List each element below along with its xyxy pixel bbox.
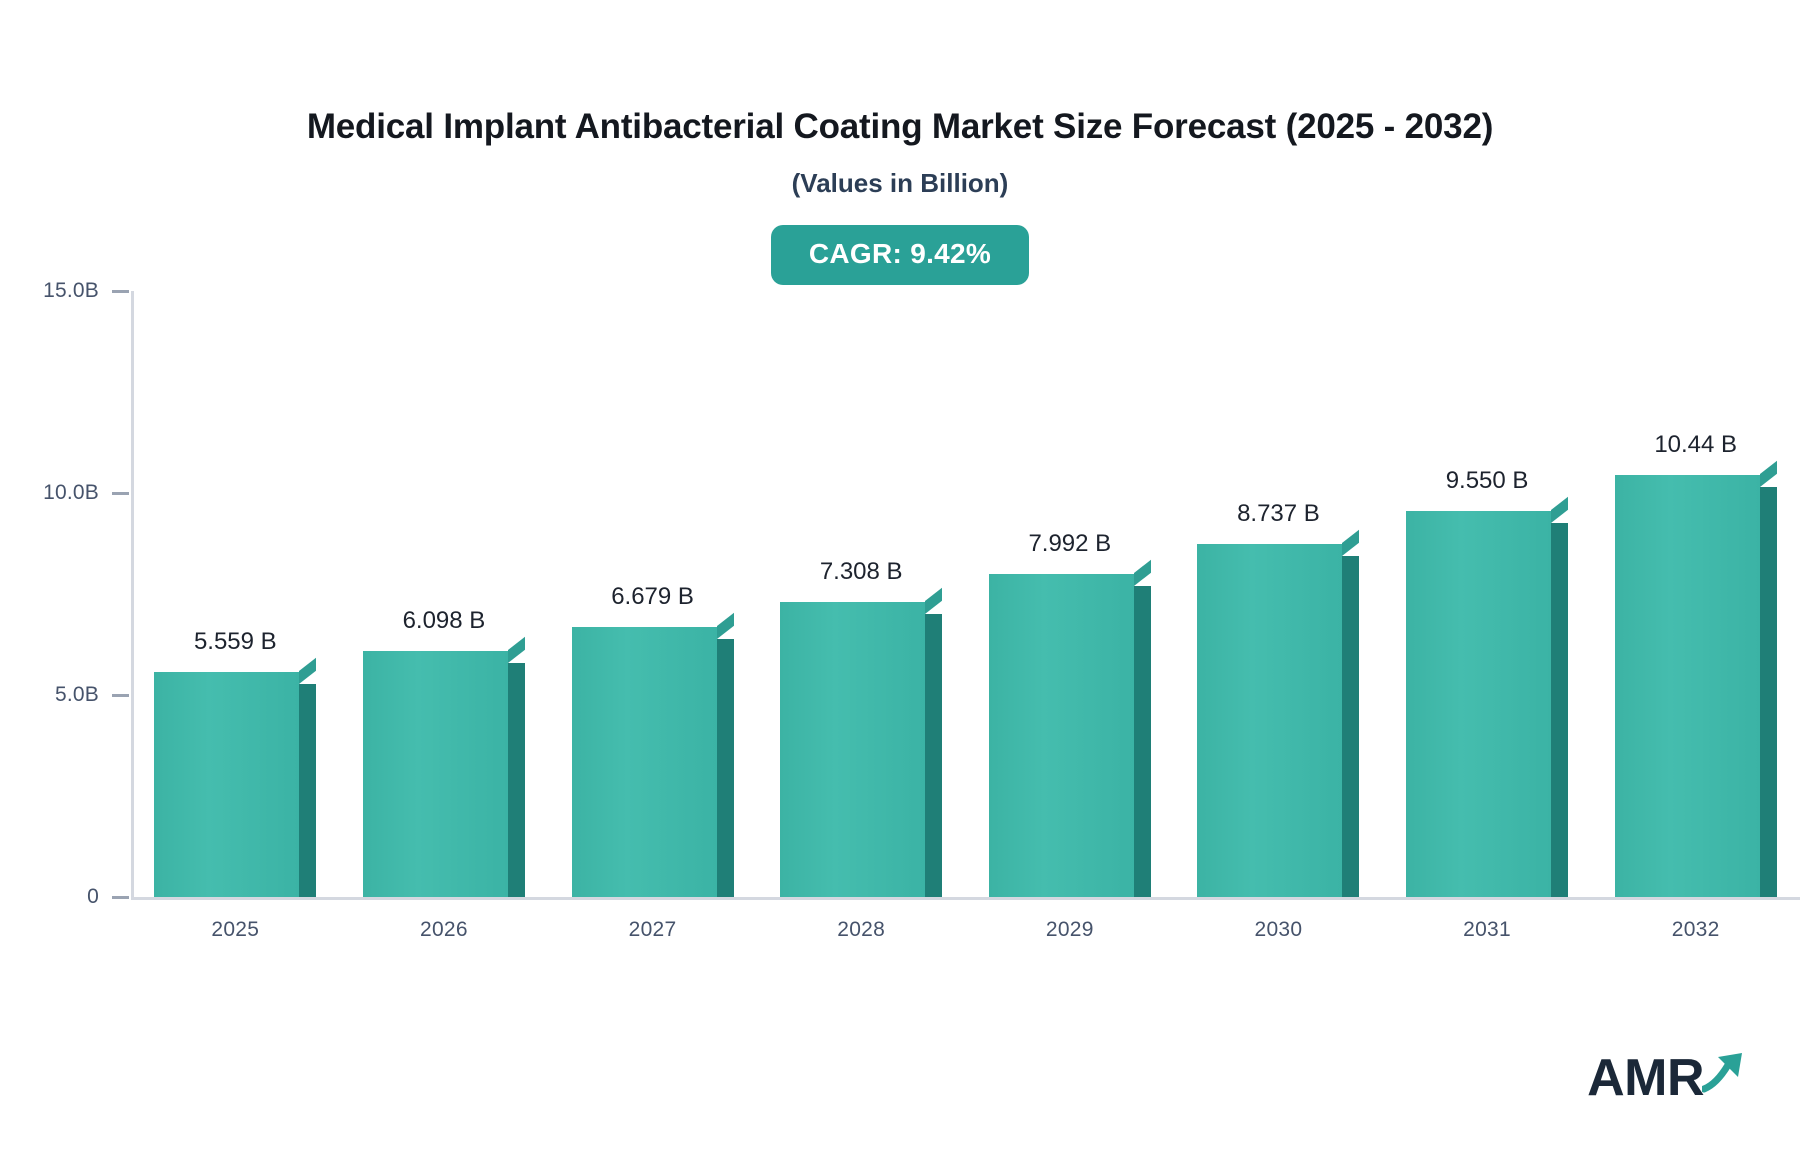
chart-header: Medical Implant Antibacterial Coating Ma… <box>0 0 1800 286</box>
bar-side-face <box>716 639 734 897</box>
bar-front-face <box>1197 544 1343 897</box>
bar-2028[interactable] <box>780 587 943 897</box>
bar-slot[interactable]: 5.559 B <box>154 291 317 897</box>
chart-title: Medical Implant Antibacterial Coating Ma… <box>306 107 1494 146</box>
bar-slot[interactable]: 6.679 B <box>571 291 734 897</box>
bar-front-face <box>154 672 300 897</box>
y-axis-tick-mark <box>112 289 129 293</box>
y-axis-tick-label: 15.0B <box>43 279 99 302</box>
bar-slot[interactable]: 8.737 B <box>1197 291 1360 897</box>
bar-value-label: 6.098 B <box>402 606 486 634</box>
bar-slot[interactable]: 7.992 B <box>988 291 1151 897</box>
bar-2026[interactable] <box>362 636 525 897</box>
bar-top-face <box>1342 529 1360 557</box>
x-axis-tick-label: 2025 <box>211 918 260 941</box>
bar-value-label: 7.992 B <box>1028 530 1112 558</box>
bar-2031[interactable] <box>1406 496 1569 897</box>
y-axis-tick-mark <box>112 895 129 899</box>
bar-2029[interactable] <box>988 559 1151 897</box>
bar-front-face <box>362 650 508 897</box>
y-axis-tick-label: 0 <box>87 885 99 908</box>
bar-value-label: 10.44 B <box>1654 431 1738 459</box>
x-axis-tick-label: 2026 <box>419 918 468 941</box>
x-axis-tick-label: 2032 <box>1671 918 1720 941</box>
bar-side-face <box>1551 523 1569 897</box>
bar-2032[interactable] <box>1614 460 1777 897</box>
bar-top-face <box>925 587 943 614</box>
x-axis-tick-label: 2030 <box>1254 918 1303 941</box>
y-axis-tick-mark <box>112 693 129 697</box>
amr-logo-text: AMR <box>1587 1049 1704 1107</box>
bar-2025[interactable] <box>154 658 317 897</box>
bar-top-face <box>1551 496 1569 524</box>
x-axis-tick-label: 2027 <box>628 918 677 941</box>
bar-front-face <box>1406 511 1552 897</box>
bar-value-label: 6.679 B <box>611 583 694 611</box>
x-axis-line <box>131 897 1800 900</box>
bar-value-label: 5.559 B <box>193 628 277 656</box>
y-axis-tick-mark <box>112 491 129 495</box>
bar-top-face <box>716 612 734 640</box>
bar-side-face <box>507 662 525 897</box>
y-axis-tick-label: 5.0B <box>55 683 99 706</box>
bar-top-face <box>299 658 317 685</box>
chart-subtitle: (Values in Billion) <box>791 167 1009 198</box>
bar-side-face <box>925 613 943 897</box>
y-axis-tick: 5.0B <box>0 683 129 706</box>
bar-front-face <box>571 627 717 897</box>
bar-slot[interactable]: 9.550 B <box>1406 291 1569 897</box>
trend-up-arrow-icon <box>1700 1051 1748 1098</box>
bar-slot[interactable]: 7.308 B <box>780 291 943 897</box>
cagr-badge: CAGR: 9.42% <box>770 225 1030 286</box>
bar-value-label: 9.550 B <box>1445 467 1529 495</box>
bar-front-face <box>1614 475 1760 897</box>
y-axis-tick: 15.0B <box>0 279 129 302</box>
bar-top-face <box>1133 559 1151 587</box>
amr-logo: AMR <box>1587 1051 1748 1104</box>
x-axis-tick-label: 2031 <box>1463 918 1512 941</box>
bar-front-face <box>988 574 1134 897</box>
y-axis-tick-label: 10.0B <box>43 481 99 504</box>
x-axis-tick-label: 2029 <box>1045 918 1094 941</box>
bar-side-face <box>1133 586 1151 897</box>
bar-top-face <box>1759 460 1777 488</box>
y-axis-line <box>131 291 134 899</box>
bar-side-face <box>1342 556 1360 897</box>
bar-side-face <box>1759 487 1777 897</box>
bar-2027[interactable] <box>571 612 734 897</box>
y-axis-tick: 0 <box>0 885 129 908</box>
bar-top-face <box>507 636 525 663</box>
bar-2030[interactable] <box>1197 529 1360 897</box>
bar-front-face <box>780 601 926 897</box>
bar-value-label: 7.308 B <box>819 557 903 585</box>
bar-slot[interactable]: 10.44 B <box>1614 291 1777 897</box>
y-axis-tick: 10.0B <box>0 481 129 504</box>
bar-side-face <box>299 684 317 897</box>
cagr-badge-wrap: CAGR: 9.42% <box>0 225 1800 286</box>
bar-series: 5.559 B 6.098 B 6.679 B 7.308 B 7.992 B 8.737… <box>131 291 1800 897</box>
bar-slot[interactable]: 6.098 B <box>362 291 525 897</box>
x-axis-tick-label: 2028 <box>837 918 886 941</box>
bar-value-label: 8.737 B <box>1237 500 1320 528</box>
